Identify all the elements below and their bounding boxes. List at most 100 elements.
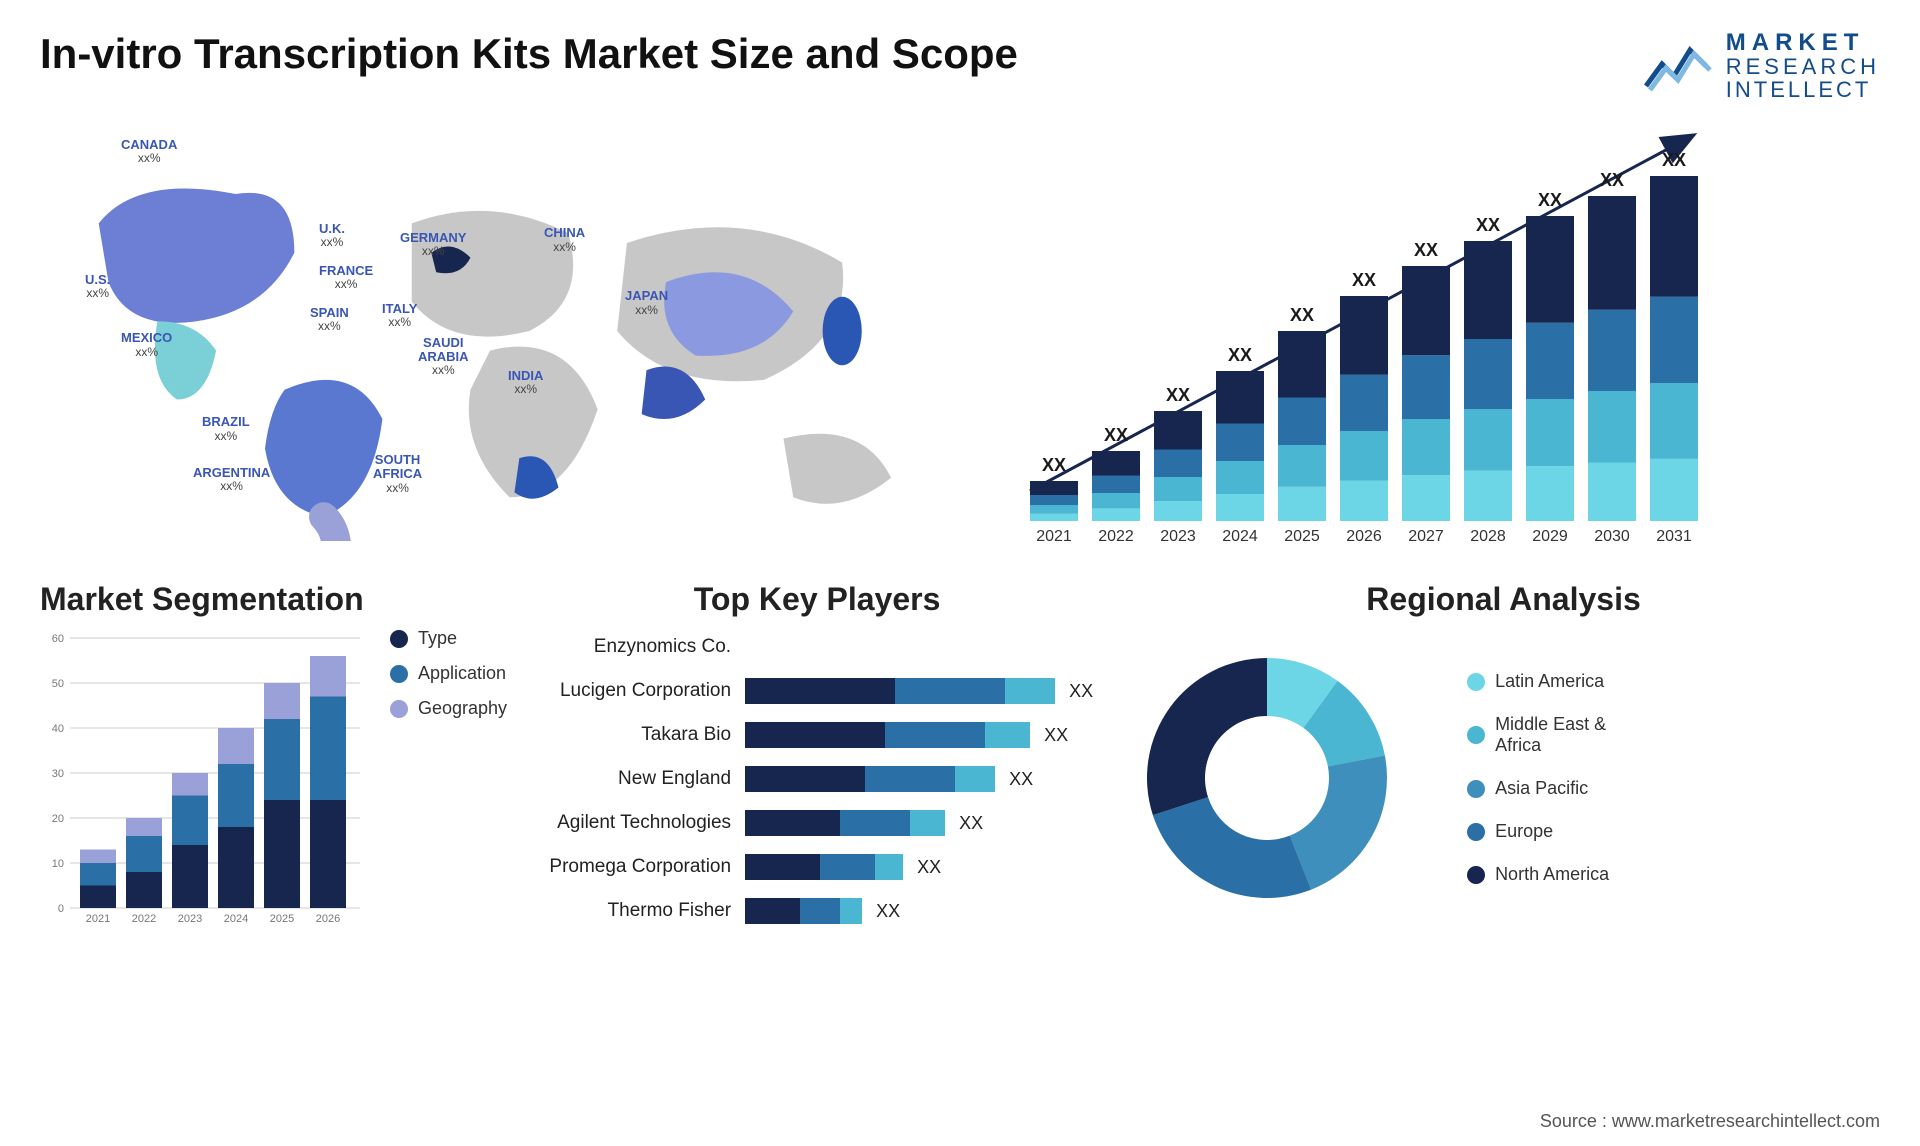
map-label-mexico: MEXICOxx%	[121, 331, 172, 358]
player-name: New England	[537, 768, 737, 790]
forecast-bar-seg	[1340, 481, 1388, 522]
forecast-year-label: 2026	[1346, 528, 1382, 541]
forecast-year-label: 2024	[1222, 528, 1258, 541]
regional-title: Regional Analysis	[1127, 581, 1880, 618]
seg-bar-seg	[126, 836, 162, 872]
player-value: XX	[1069, 681, 1093, 702]
regional-legend-label: North America	[1495, 864, 1609, 885]
forecast-value-label: XX	[1476, 215, 1500, 235]
map-label-france: FRANCExx%	[319, 264, 373, 291]
regional-legend-item: Asia Pacific	[1467, 778, 1609, 799]
seg-bar-seg	[126, 872, 162, 908]
forecast-bar-seg	[1464, 339, 1512, 409]
player-row: Thermo FisherXX	[537, 892, 1097, 930]
forecast-chart-panel: XX2021XX2022XX2023XX2024XX2025XX2026XX20…	[980, 121, 1880, 541]
player-bar-seg	[865, 766, 955, 792]
segmentation-title: Market Segmentation	[40, 581, 507, 618]
seg-bar-seg	[80, 886, 116, 909]
seg-bar-seg	[310, 656, 346, 697]
forecast-bar-seg	[1278, 487, 1326, 521]
legend-dot-icon	[1467, 780, 1485, 798]
svg-text:2025: 2025	[270, 913, 294, 925]
player-bar	[745, 678, 1055, 704]
player-row: Takara BioXX	[537, 716, 1097, 754]
forecast-year-label: 2023	[1160, 528, 1196, 541]
player-bar-seg	[885, 722, 985, 748]
map-label-japan: JAPANxx%	[625, 289, 668, 316]
legend-dot-icon	[390, 630, 408, 648]
forecast-value-label: XX	[1104, 425, 1128, 445]
svg-text:2022: 2022	[132, 913, 156, 925]
forecast-bar-seg	[1402, 266, 1450, 355]
forecast-bar-seg	[1402, 356, 1450, 420]
logo-line-1: MARKET	[1726, 30, 1880, 55]
player-bar-seg	[800, 898, 840, 924]
map-label-china: CHINAxx%	[544, 226, 585, 253]
forecast-bar-seg	[1092, 476, 1140, 494]
forecast-bar-seg	[1216, 494, 1264, 521]
player-bar-seg	[745, 722, 885, 748]
players-list: Enzynomics Co.Lucigen CorporationXXTakar…	[537, 628, 1097, 930]
players-panel: Top Key Players Enzynomics Co.Lucigen Co…	[537, 581, 1097, 981]
forecast-value-label: XX	[1352, 270, 1376, 290]
forecast-year-label: 2030	[1594, 528, 1630, 541]
forecast-bar-seg	[1030, 495, 1078, 505]
svg-text:10: 10	[52, 858, 64, 870]
player-bar-seg	[1005, 678, 1055, 704]
forecast-bar-seg	[1154, 502, 1202, 522]
player-bar-seg	[840, 810, 910, 836]
forecast-value-label: XX	[1228, 345, 1252, 365]
map-label-germany: GERMANYxx%	[400, 231, 466, 258]
forecast-chart: XX2021XX2022XX2023XX2024XX2025XX2026XX20…	[980, 121, 1880, 541]
forecast-bar-seg	[1154, 411, 1202, 450]
forecast-year-label: 2027	[1408, 528, 1444, 541]
regional-legend-label: Latin America	[1495, 671, 1604, 692]
seg-bar-seg	[310, 697, 346, 801]
svg-text:40: 40	[52, 723, 64, 735]
forecast-bar-seg	[1092, 451, 1140, 476]
seg-bar-seg	[126, 818, 162, 836]
seg-bar-seg	[172, 796, 208, 846]
player-name: Thermo Fisher	[537, 900, 737, 922]
forecast-bar-seg	[1526, 323, 1574, 399]
svg-text:2021: 2021	[86, 913, 110, 925]
player-value: XX	[1044, 725, 1068, 746]
forecast-value-label: XX	[1600, 170, 1624, 190]
svg-text:2026: 2026	[316, 913, 340, 925]
seg-legend-label: Type	[418, 628, 457, 649]
map-label-india: INDIAxx%	[508, 369, 543, 396]
forecast-bar-seg	[1650, 176, 1698, 297]
svg-text:2024: 2024	[224, 913, 248, 925]
svg-text:50: 50	[52, 678, 64, 690]
map-label-spain: SPAINxx%	[310, 306, 349, 333]
forecast-bar-seg	[1216, 424, 1264, 462]
seg-legend-item: Application	[390, 663, 507, 684]
seg-bar-seg	[172, 773, 208, 796]
player-bar-seg	[840, 898, 862, 924]
seg-bar-seg	[218, 827, 254, 908]
seg-legend-label: Application	[418, 663, 506, 684]
seg-bar-seg	[218, 728, 254, 764]
player-bar-seg	[895, 678, 1005, 704]
player-name: Agilent Technologies	[537, 812, 737, 834]
map-label-brazil: BRAZILxx%	[202, 415, 250, 442]
player-bar	[745, 766, 995, 792]
forecast-bar-seg	[1030, 514, 1078, 521]
player-bar-seg	[820, 854, 875, 880]
forecast-value-label: XX	[1290, 305, 1314, 325]
svg-text:60: 60	[52, 633, 64, 645]
map-label-u-s-: U.S.xx%	[85, 273, 110, 300]
segmentation-legend: TypeApplicationGeography	[390, 628, 507, 719]
forecast-bar-seg	[1340, 375, 1388, 431]
svg-text:2023: 2023	[178, 913, 202, 925]
player-bar-seg	[955, 766, 995, 792]
forecast-bar-seg	[1526, 216, 1574, 323]
player-row: Enzynomics Co.	[537, 628, 1097, 666]
seg-bar-seg	[264, 683, 300, 719]
regional-legend-item: Europe	[1467, 821, 1609, 842]
player-bar	[745, 810, 945, 836]
forecast-bar-seg	[1464, 241, 1512, 339]
seg-bar-seg	[218, 764, 254, 827]
player-bar-seg	[875, 854, 903, 880]
player-value: XX	[959, 813, 983, 834]
